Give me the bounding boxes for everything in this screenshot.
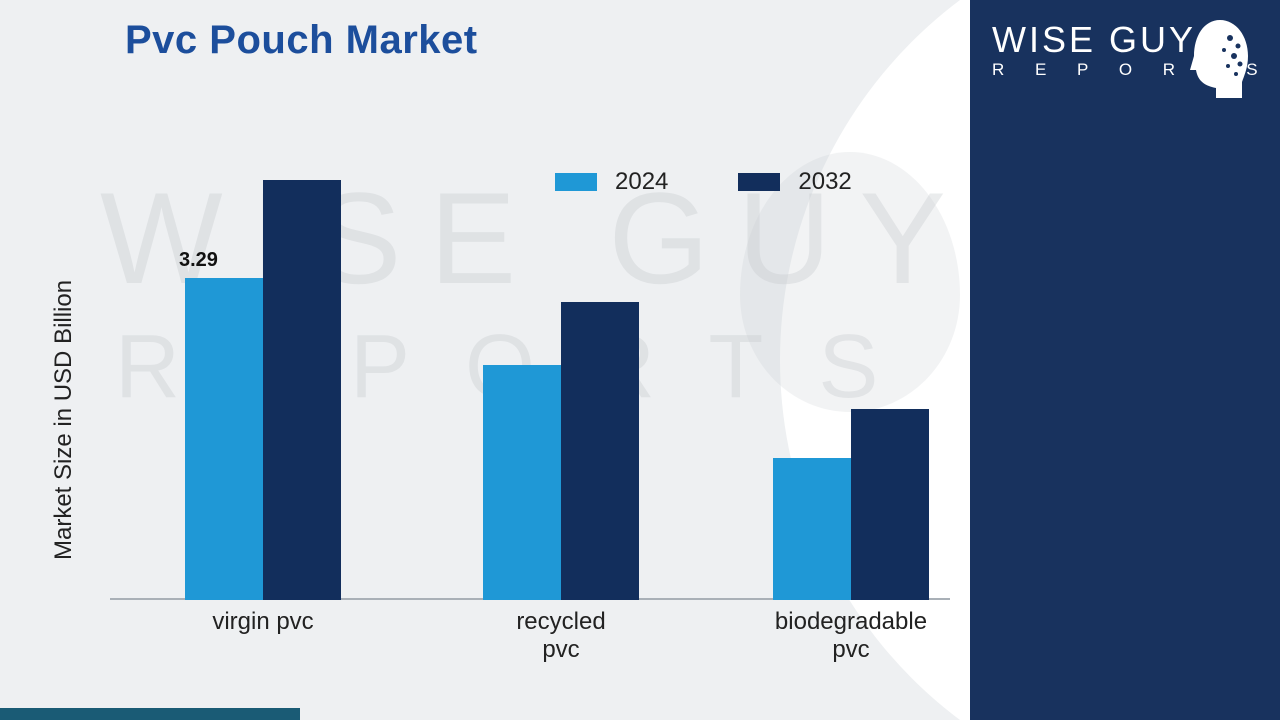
bottom-strip (0, 708, 300, 720)
bar-2024 (185, 278, 263, 600)
right-panel (970, 0, 1280, 720)
bar-2024 (773, 458, 851, 600)
bar-group: biodegradablepvc (773, 160, 929, 600)
category-label: biodegradablepvc (756, 608, 946, 663)
bar-2032 (263, 180, 341, 600)
bar-2032 (561, 302, 639, 600)
bar-group: 3.29virgin pvc (185, 160, 341, 600)
bar-value-label: 3.29 (179, 249, 218, 272)
category-label: virgin pvc (178, 608, 348, 636)
logo-head-icon (1176, 16, 1254, 104)
bar-2024 (483, 365, 561, 600)
plot-area: 3.29virgin pvc recycledpvc biodegradablepv… (110, 160, 950, 600)
y-axis-label: Market Size in USD Billion (50, 280, 78, 560)
chart-canvas: WISE GUY REPORTS Pvc Pouch Market WISE G… (0, 0, 1280, 720)
category-label: recycledpvc (476, 608, 646, 663)
bar-2032 (851, 409, 929, 600)
brand-logo: WISE GUY R E P O R T S (992, 22, 1254, 80)
bar-group: recycledpvc (483, 160, 639, 600)
chart-title: Pvc Pouch Market (125, 18, 478, 63)
